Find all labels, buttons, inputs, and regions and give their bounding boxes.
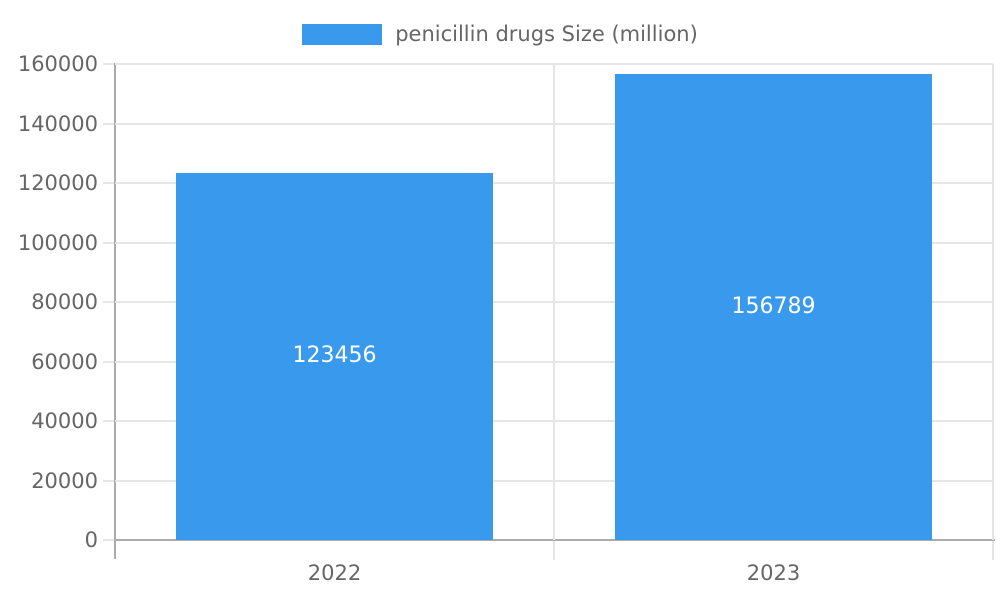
y-axis-tick-label: 80000	[31, 290, 98, 314]
x-axis-tick-label: 2023	[746, 561, 801, 585]
y-axis-tick	[103, 182, 114, 184]
y-axis-tick-label: 120000	[17, 171, 98, 195]
legend-swatch	[302, 23, 383, 45]
y-axis-tick-label: 0	[84, 528, 98, 552]
x-axis-line	[113, 539, 995, 541]
y-axis-tick	[103, 539, 114, 541]
y-axis-tick	[103, 301, 114, 303]
y-axis-tick	[103, 241, 114, 244]
y-axis-tick	[103, 479, 114, 482]
x-axis-tick	[553, 541, 555, 560]
y-axis-tick	[103, 360, 114, 363]
y-axis-tick-label: 140000	[17, 111, 98, 136]
bar-value-label: 123456	[292, 343, 377, 369]
y-axis-line	[114, 63, 116, 559]
y-axis-tick-label: 160000	[17, 52, 98, 76]
y-axis-tick	[103, 63, 114, 65]
bar-2023[interactable]	[615, 73, 932, 540]
gridline-vertical	[992, 64, 994, 540]
gridline-vertical	[553, 64, 555, 540]
y-axis-tick-label: 60000	[31, 349, 98, 374]
x-axis-tick	[992, 541, 994, 560]
bar-2022[interactable]	[176, 172, 493, 540]
y-axis-tick-label: 100000	[17, 230, 98, 255]
y-axis-tick	[103, 122, 114, 125]
y-axis-tick	[103, 420, 114, 422]
legend[interactable]: penicillin drugs Size (million)	[0, 22, 1000, 46]
x-axis-tick-label: 2022	[307, 561, 362, 585]
y-axis-tick-label: 20000	[31, 468, 98, 493]
legend-label: penicillin drugs Size (million)	[395, 22, 698, 46]
y-axis-tick-label: 40000	[31, 409, 98, 433]
bar-value-label: 156789	[731, 293, 816, 319]
